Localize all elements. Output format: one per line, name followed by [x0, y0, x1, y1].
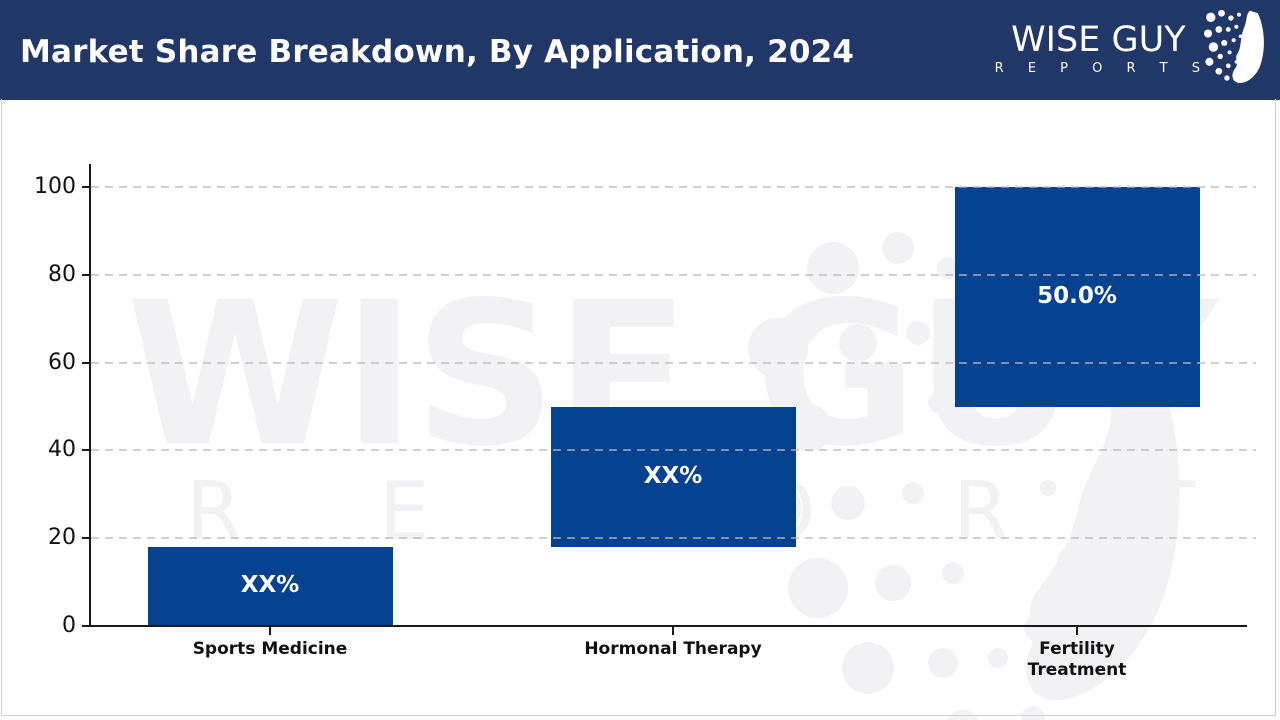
brand-subtitle: R E P O R T S	[994, 60, 1210, 76]
brand-logo-text: WISE GUY R E P O R T S	[987, 22, 1210, 76]
y-tick-label: 60	[48, 349, 76, 375]
x-tick-mark	[672, 627, 674, 635]
x-category-label: Sports Medicine	[192, 639, 348, 659]
y-tick-mark	[82, 273, 89, 276]
y-tick-mark	[82, 361, 89, 364]
gridline-40	[91, 449, 1256, 452]
gridline-20	[91, 537, 1256, 540]
page-title: Market Share Breakdown, By Application, …	[20, 34, 855, 70]
bar-sports-medicine	[147, 546, 393, 626]
x-category-label: Fertility Treatment	[1027, 639, 1127, 681]
bar-value-label: 50.0%	[1037, 282, 1117, 309]
y-tick-label: 20	[48, 525, 76, 551]
x-axis-line	[89, 625, 1247, 627]
y-tick-label: 0	[62, 613, 76, 638]
bar-value-label: XX%	[643, 462, 703, 489]
y-tick-mark	[82, 625, 89, 627]
y-axis-line	[89, 164, 91, 627]
y-tick-label: 80	[48, 261, 76, 287]
bar-hormonal-therapy	[550, 406, 796, 547]
y-tick-label: 40	[48, 437, 76, 463]
bar-fertility-treatment	[954, 187, 1200, 407]
y-tick-mark	[82, 537, 89, 540]
chart-area: WISE GUY R E P O R T S 020406080100XX%XX…	[0, 99, 1280, 720]
gridline-80	[91, 273, 1256, 276]
bar-value-label: XX%	[240, 572, 300, 599]
brand-name: WISE GUY	[1011, 20, 1186, 61]
gridline-100	[91, 186, 1256, 188]
x-tick-mark	[1076, 627, 1078, 635]
brand-logo: WISE GUY R E P O R T S	[987, 8, 1266, 90]
gridline-60	[91, 361, 1256, 364]
x-tick-mark	[269, 627, 271, 635]
brand-face-dots-icon	[1204, 8, 1266, 90]
header-bar: Market Share Breakdown, By Application, …	[0, 0, 1280, 100]
plot-region: 0 20 40 60 80 100 XX% XX% 50.0% Sports Medicine Ho…	[0, 100, 1280, 720]
y-tick-mark	[82, 186, 89, 188]
y-tick-mark	[82, 449, 89, 452]
y-tick-label: 100	[34, 174, 76, 199]
x-category-label: Hormonal Therapy	[584, 639, 762, 659]
